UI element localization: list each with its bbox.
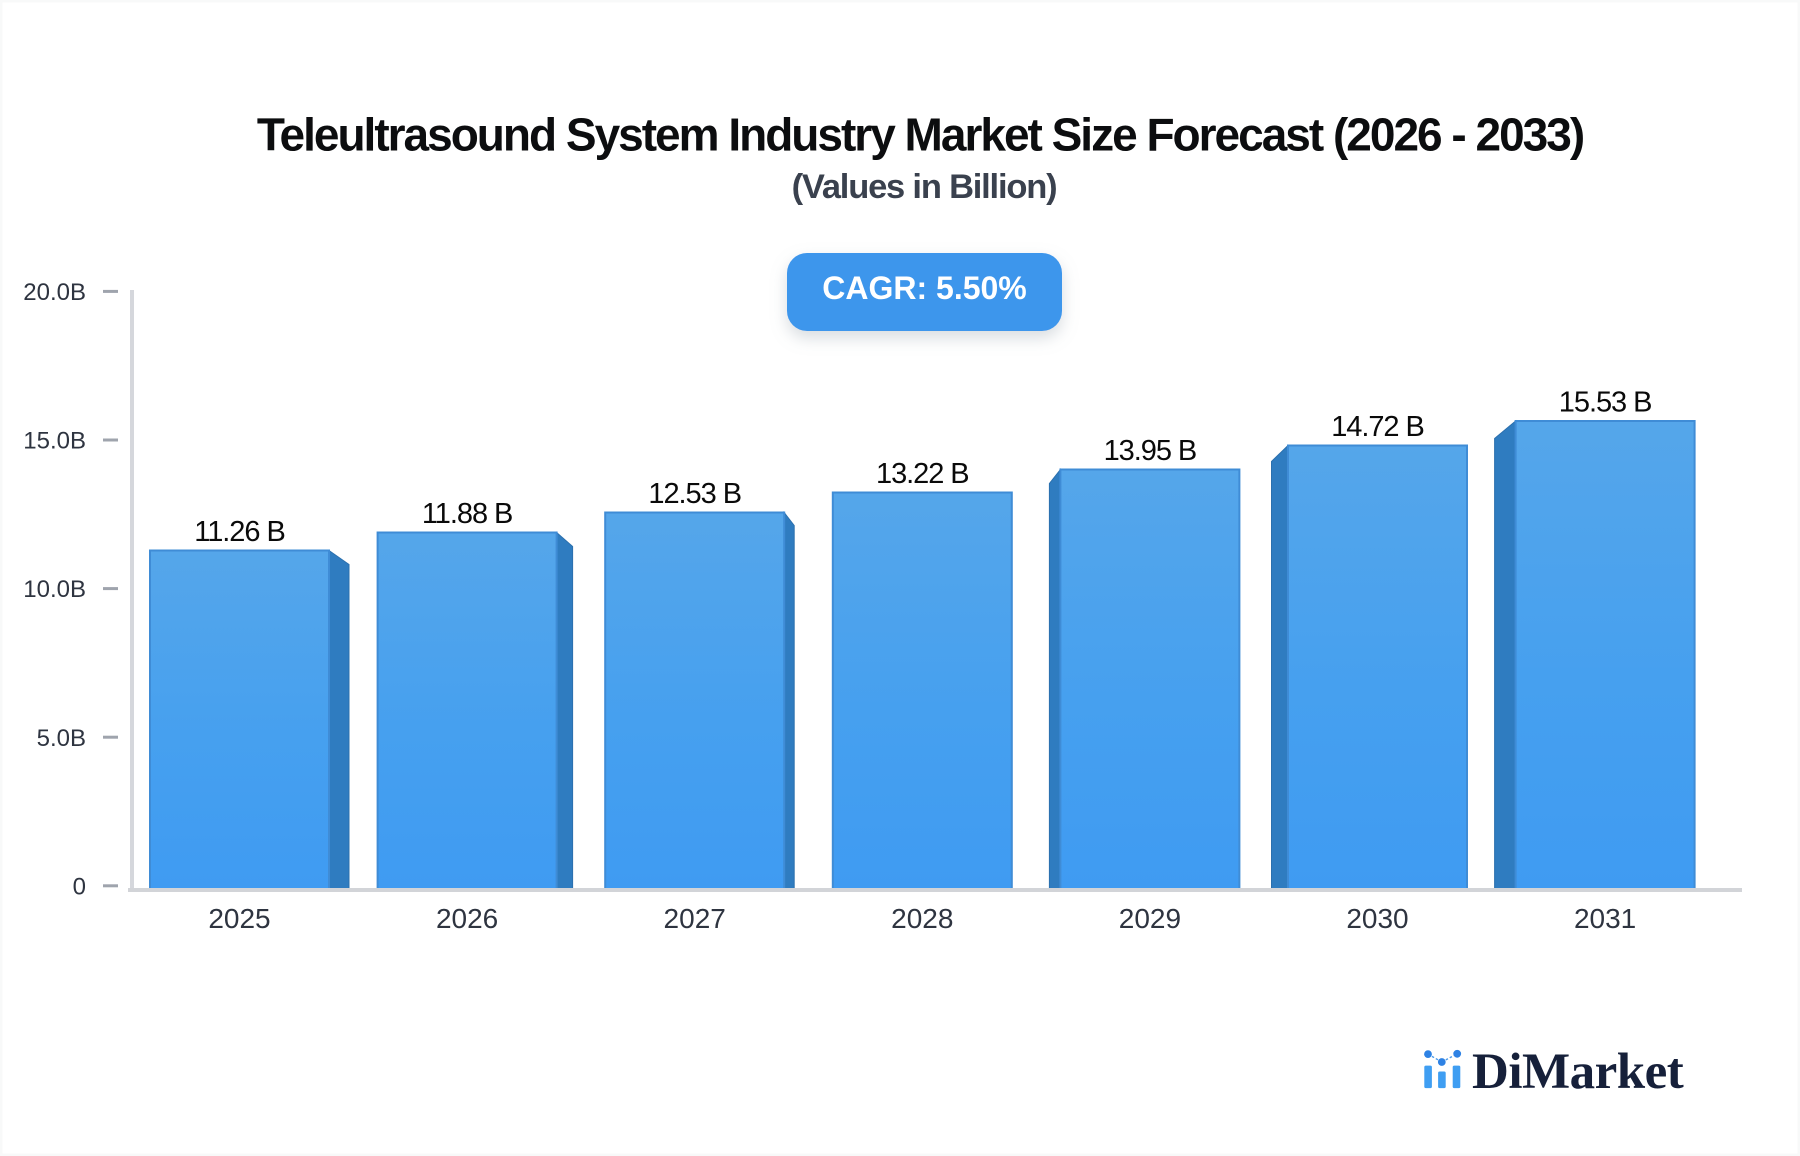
svg-text:13.95 B: 13.95 B [1104,435,1197,467]
svg-text:13.22 B: 13.22 B [876,458,969,490]
svg-text:10.0B: 10.0B [23,576,86,603]
svg-text:15.53 B: 15.53 B [1559,387,1652,419]
svg-text:Teleultrasound System Industry: Teleultrasound System Industry Market Si… [257,109,1584,161]
svg-text:2031: 2031 [1574,903,1636,934]
svg-text:CAGR: 5.50%: CAGR: 5.50% [822,270,1027,306]
svg-text:2029: 2029 [1119,903,1181,934]
svg-text:14.72 B: 14.72 B [1331,411,1424,443]
svg-text:2027: 2027 [664,903,726,934]
svg-text:5.0B: 5.0B [37,725,86,752]
svg-text:(Values in Billion): (Values in Billion) [792,168,1057,206]
svg-text:2028: 2028 [891,903,953,934]
svg-text:2026: 2026 [436,903,498,934]
svg-text:DiMarket: DiMarket [1472,1044,1684,1100]
svg-text:12.53 B: 12.53 B [648,478,741,510]
svg-text:2030: 2030 [1346,903,1408,934]
svg-text:11.88 B: 11.88 B [422,498,512,530]
svg-text:11.26 B: 11.26 B [194,516,284,548]
svg-text:2025: 2025 [208,903,270,934]
svg-text:20.0B: 20.0B [23,279,86,306]
svg-text:15.0B: 15.0B [23,428,86,455]
svg-text:0: 0 [73,873,86,900]
